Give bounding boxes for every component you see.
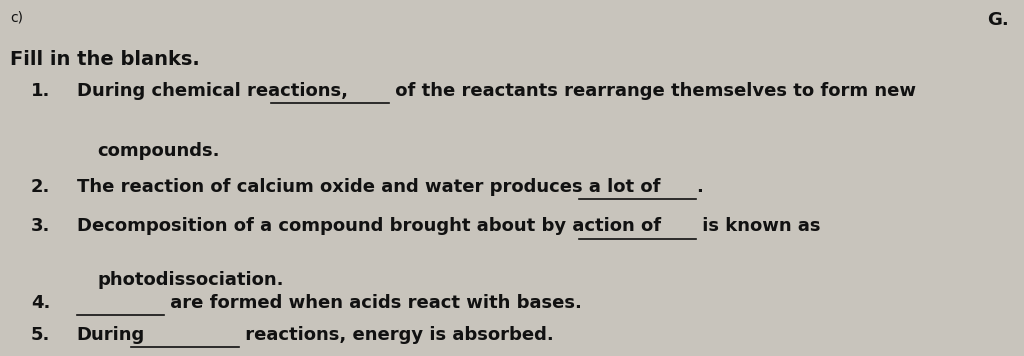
- Text: reactions, energy is absorbed.: reactions, energy is absorbed.: [239, 326, 553, 344]
- Text: .: .: [696, 178, 703, 196]
- Text: During chemical reactions,: During chemical reactions,: [77, 82, 348, 100]
- Text: 3.: 3.: [31, 217, 50, 235]
- Text: compounds.: compounds.: [97, 142, 220, 161]
- Text: of the reactants rearrange themselves to form new: of the reactants rearrange themselves to…: [389, 82, 916, 100]
- Text: During: During: [77, 326, 145, 344]
- Text: 5.: 5.: [31, 326, 50, 344]
- Text: 1.: 1.: [31, 82, 50, 100]
- Text: are formed when acids react with bases.: are formed when acids react with bases.: [164, 294, 582, 312]
- Text: photodissociation.: photodissociation.: [97, 271, 284, 289]
- Text: G.: G.: [987, 11, 1009, 29]
- Text: is known as: is known as: [696, 217, 821, 235]
- Text: The reaction of calcium oxide and water produces a lot of: The reaction of calcium oxide and water …: [77, 178, 660, 196]
- Text: 2.: 2.: [31, 178, 50, 196]
- Text: Decomposition of a compound brought about by action of: Decomposition of a compound brought abou…: [77, 217, 660, 235]
- Text: Fill in the blanks.: Fill in the blanks.: [10, 50, 200, 69]
- Text: c): c): [10, 11, 24, 25]
- Text: 4.: 4.: [31, 294, 50, 312]
